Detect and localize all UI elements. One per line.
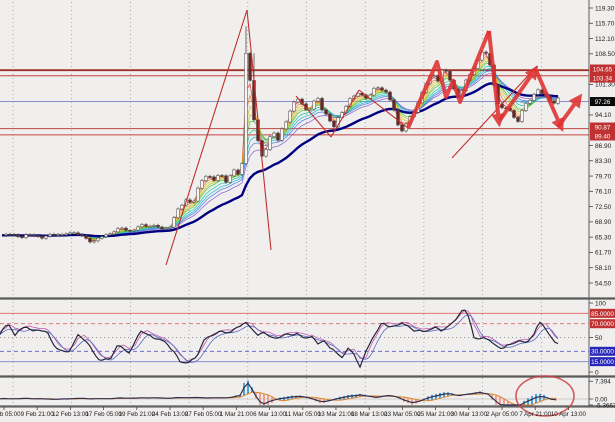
price-tick-label: 54.50	[595, 280, 612, 287]
time-tick-label: 7 Feb 05:00	[0, 411, 21, 418]
price-line-badge: 104.65	[593, 66, 613, 73]
ribbon-ma-line	[1, 68, 559, 238]
price-tick-label: 83.30	[595, 158, 612, 165]
price-tick-label: 101.30	[595, 82, 615, 89]
price-tick-label: 94.10	[595, 112, 612, 119]
time-tick-label: 1 Mar 21:00	[220, 411, 254, 418]
momentum-tick-label: 7.394	[595, 379, 611, 386]
time-tick-label: 10 Apr 13:00	[551, 411, 587, 418]
momentum-tick-label: -5.3663	[595, 402, 615, 409]
price-tick-label: 112.10	[595, 36, 615, 43]
forecast-arrow[interactable]	[487, 30, 505, 128]
trendline[interactable]	[295, 95, 332, 138]
time-tick-label: 23 Mar 05:00	[384, 411, 421, 418]
forecast-arrow[interactable]	[498, 65, 539, 122]
price-tick-label: 68.90	[595, 219, 612, 226]
oscillator-line	[0, 314, 559, 363]
price-tick-label: 119.30	[595, 5, 615, 12]
oscillator-level-badge: 30.0000	[591, 349, 614, 356]
frame	[0, 0, 615, 408]
time-tick-label: 24 Feb 13:00	[152, 411, 189, 418]
price-line-badge: 90.87	[595, 124, 611, 131]
trendline[interactable]	[358, 89, 409, 129]
ribbon-ma-line	[1, 70, 559, 238]
time-tick-label: 19 Feb 21:00	[119, 411, 156, 418]
trendline[interactable]	[165, 9, 248, 266]
time-tick-label: 7 Apr 21:00	[519, 411, 551, 418]
time-tick-label: 13 Mar 21:00	[318, 411, 355, 418]
oscillator-level-badge: 15.0000	[591, 359, 614, 366]
annotation-layer[interactable]	[165, 9, 583, 417]
grid-lines	[12, 2, 542, 406]
time-tick-label: 9 Feb 21:00	[21, 411, 55, 418]
price-tick-label: 108.50	[595, 51, 615, 58]
price-tick-label: 79.70	[595, 173, 612, 180]
horizontal-price-lines[interactable]	[0, 69, 589, 136]
oscillator-level-badge: 85.0000	[591, 311, 614, 318]
time-tick-label: 6 Mar 13:00	[253, 411, 287, 418]
price-tick-label: 72.50	[595, 204, 612, 211]
oscillator-tick-label: 100	[595, 300, 606, 307]
momentum-main-line	[0, 382, 557, 406]
oscillator-tick-label: 50	[595, 335, 603, 342]
time-tick-label: 17 Feb 05:00	[85, 411, 122, 418]
time-tick-label: 18 Mar 13:00	[351, 411, 388, 418]
price-tick-label: 86.90	[595, 143, 612, 150]
trendline[interactable]	[330, 89, 360, 138]
trendline[interactable]	[246, 9, 272, 251]
time-tick-label: 12 Feb 13:00	[52, 411, 89, 418]
oscillator-line	[0, 310, 559, 361]
oscillator-tick-label: 0	[595, 369, 599, 376]
oscillator-line	[0, 309, 559, 369]
price-tick-label: 115.70	[595, 21, 615, 28]
slow-ma	[2, 82, 559, 238]
time-tick-label: 11 Mar 05:00	[285, 411, 322, 418]
slow-ma-line	[2, 82, 559, 238]
price-line-badge: 89.40	[595, 133, 611, 140]
ribbon-ma-line	[1, 58, 559, 240]
price-line-badge: 103.34	[593, 75, 613, 82]
indicator-panel-1[interactable]	[0, 309, 589, 369]
ribbon-ma-line	[1, 60, 559, 240]
price-axis: 119.30 115.70 112.10 108.50 101.30 94.10 86.90…	[589, 5, 615, 409]
ribbon-ma-line	[1, 62, 559, 239]
time-tick-label: 30 Mar 13:00	[451, 411, 488, 418]
forecast-arrow[interactable]	[556, 93, 583, 129]
oscillator-level-badge: 70.0000	[591, 321, 614, 328]
price-tick-label: 65.30	[595, 234, 612, 241]
ma-ribbon	[1, 53, 559, 242]
highlight-ellipse[interactable]	[515, 375, 575, 417]
trendline[interactable]	[451, 65, 538, 159]
ribbon-ma-line	[1, 73, 558, 238]
current-price-badge: 97.26	[595, 99, 611, 106]
time-tick-label: 2 Apr 05:00	[486, 411, 518, 418]
price-tick-label: 76.10	[595, 189, 612, 196]
time-tick-label: 27 Feb 05:00	[185, 411, 222, 418]
momentum-tick-label: 0.00	[595, 396, 608, 403]
price-tick-label: 61.70	[595, 250, 612, 257]
time-tick-label: 25 Mar 21:00	[417, 411, 454, 418]
indicator-panel-2[interactable]	[0, 380, 589, 406]
price-tick-label: 58.10	[595, 265, 612, 272]
thick-trend-zigzag[interactable]	[406, 30, 491, 129]
forecast-arrow[interactable]	[534, 69, 564, 132]
